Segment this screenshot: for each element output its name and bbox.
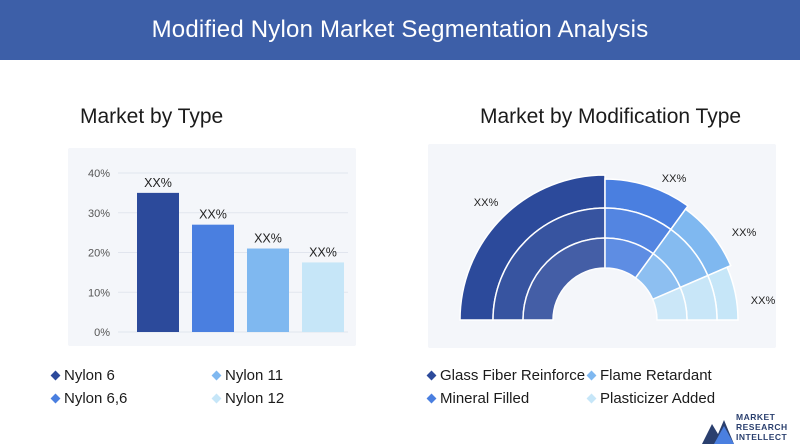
legend-label: Nylon 12: [225, 390, 285, 407]
legend-item-plasticizer-added: Plasticizer Added: [586, 390, 715, 407]
legend-label: Nylon 6: [64, 367, 115, 384]
donut-segment: [651, 286, 688, 321]
legend-marker-icon: [426, 370, 437, 381]
y-tick-label: 0%: [94, 327, 110, 339]
legend-item-glass-fiber: Glass Fiber Reinforce: [426, 367, 585, 384]
y-tick-label: 10%: [88, 287, 110, 299]
legend-marker-icon: [211, 370, 222, 381]
bar: [302, 262, 344, 332]
data-label: XX%: [309, 245, 337, 259]
logo-line-3: INTELLECT: [736, 432, 788, 442]
left-chart-title: Market by Type: [80, 105, 224, 128]
legend-label: Plasticizer Added: [600, 390, 716, 407]
legend-marker-icon: [50, 393, 61, 404]
bar: [247, 248, 289, 332]
y-tick-label: 20%: [88, 248, 110, 260]
legend-marker-icon: [586, 370, 597, 381]
legend-label: Glass Fiber Reinforce: [440, 367, 586, 384]
legend-label: Flame Retardant: [600, 367, 712, 384]
bar: [192, 224, 234, 332]
logo-line-1: MARKET: [736, 412, 776, 422]
bar: [137, 192, 179, 332]
data-label: XX%: [254, 232, 282, 246]
legend-item-flame-retardant: Flame Retardant: [586, 367, 712, 384]
data-label: XX%: [474, 197, 499, 209]
header-bar: Modified Nylon Market Segmentation Analy…: [0, 0, 800, 60]
data-label: XX%: [732, 227, 757, 239]
legend-label: Nylon 6,6: [64, 390, 128, 407]
page-title: Modified Nylon Market Segmentation Analy…: [151, 16, 649, 43]
legend-item-nylon-11: Nylon 11: [211, 367, 283, 384]
market-research-intellect-logo-icon: [702, 420, 734, 444]
data-label: XX%: [662, 173, 687, 185]
legend-label: Nylon 11: [225, 367, 284, 384]
legend-item-mineral-filled: Mineral Filled: [426, 390, 529, 407]
y-tick-label: 40%: [88, 168, 110, 180]
legend-item-nylon-12: Nylon 12: [211, 390, 284, 407]
legend-marker-icon: [586, 393, 597, 404]
logo-text: MARKET RESEARCH INTELLECT: [736, 412, 788, 442]
logo-line-2: RESEARCH: [736, 422, 788, 432]
data-label: XX%: [751, 295, 776, 307]
y-tick-label: 30%: [88, 208, 110, 220]
right-chart-title: Market by Modification Type: [480, 105, 742, 128]
legend-marker-icon: [50, 370, 61, 381]
data-label: XX%: [199, 208, 227, 222]
data-label: XX%: [144, 176, 172, 190]
legend-marker-icon: [426, 393, 437, 404]
legend-item-nylon-6: Nylon 6: [50, 367, 115, 384]
legend-label: Mineral Filled: [440, 390, 530, 407]
legend-item-nylon-6-6: Nylon 6,6: [50, 390, 127, 407]
legend-marker-icon: [211, 393, 222, 404]
